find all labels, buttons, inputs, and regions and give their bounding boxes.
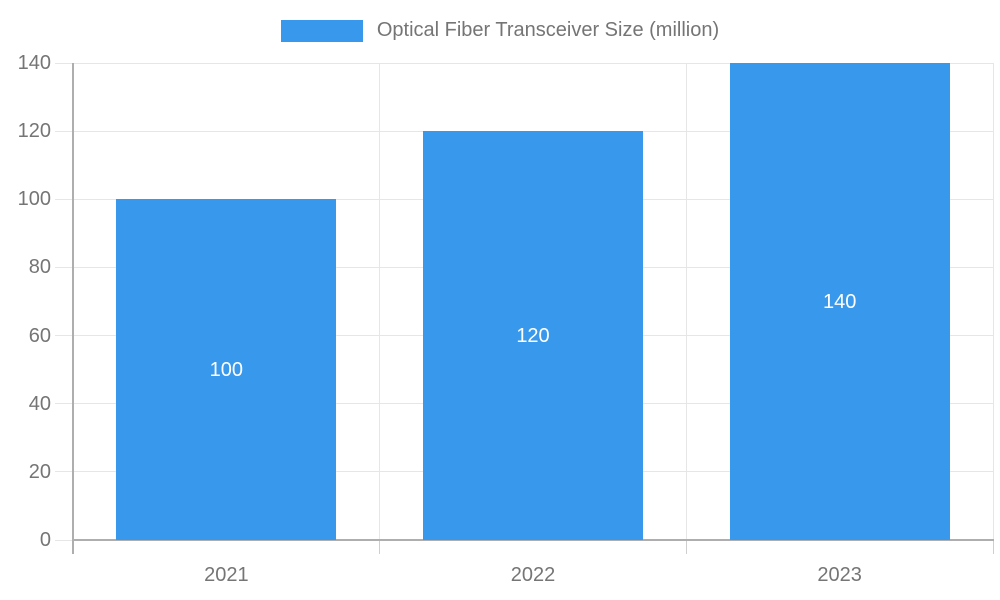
bar-value-label: 100: [209, 358, 244, 381]
x-tick-label: 2022: [510, 564, 556, 586]
bar-value-label: 140: [822, 290, 857, 313]
legend-swatch: [280, 19, 363, 42]
y-tick-label: 120: [17, 120, 51, 143]
gridline-v: [379, 63, 381, 540]
y-tick-label: 80: [28, 256, 51, 279]
legend: Optical Fiber Transceiver Size (million): [0, 19, 1000, 42]
y-tick-label: 140: [17, 52, 51, 74]
x-tick-label: 2023: [817, 564, 862, 586]
y-tick-label: 100: [17, 188, 51, 211]
gridline-v: [685, 63, 687, 540]
gridline-v: [992, 63, 994, 540]
x-tick-label: 2021: [204, 564, 249, 586]
x-axis: [72, 539, 994, 541]
bar-2021: [116, 199, 337, 540]
bar-value-label: 120: [516, 324, 550, 347]
x-tick-mark: [992, 540, 994, 554]
y-axis: [72, 63, 74, 554]
x-tick-mark: [379, 540, 381, 554]
x-tick-mark: [685, 540, 687, 554]
legend-label: Optical Fiber Transceiver Size (million): [376, 19, 720, 41]
bar-2023: [729, 63, 950, 540]
bar-2022: [423, 131, 643, 540]
y-tick-label: 0: [39, 529, 51, 551]
y-tick-label: 20: [28, 460, 51, 483]
y-tick-label: 60: [28, 324, 51, 347]
gridline-h: [55, 62, 993, 64]
y-tick-label: 40: [28, 392, 51, 415]
